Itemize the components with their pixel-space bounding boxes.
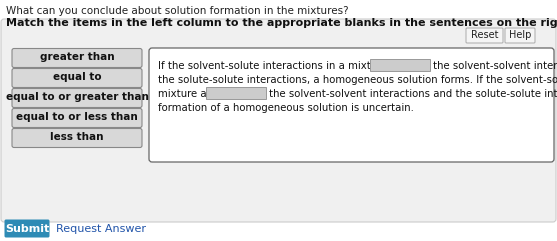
FancyBboxPatch shape <box>4 220 50 237</box>
Bar <box>206 87 266 99</box>
FancyBboxPatch shape <box>505 28 535 43</box>
Text: formation of a homogeneous solution is uncertain.: formation of a homogeneous solution is u… <box>158 103 414 113</box>
Text: the solute-solute interactions, a homogeneous solution forms. If the solvent-sol: the solute-solute interactions, a homoge… <box>158 75 557 85</box>
FancyBboxPatch shape <box>12 68 142 87</box>
Bar <box>370 59 430 71</box>
Text: Submit: Submit <box>5 223 49 234</box>
Text: mixture are: mixture are <box>158 89 217 99</box>
Text: equal to or less than: equal to or less than <box>16 113 138 122</box>
FancyBboxPatch shape <box>12 108 142 127</box>
FancyBboxPatch shape <box>1 19 556 222</box>
Text: the solvent-solvent interactions and: the solvent-solvent interactions and <box>433 61 557 71</box>
Text: the solvent-solvent interactions and the solute-solute interactions, the: the solvent-solvent interactions and the… <box>269 89 557 99</box>
Text: equal to or greater than: equal to or greater than <box>6 93 148 102</box>
Text: Reset: Reset <box>471 31 499 40</box>
FancyBboxPatch shape <box>12 128 142 147</box>
Text: Request Answer: Request Answer <box>56 223 146 234</box>
Text: What can you conclude about solution formation in the mixtures?: What can you conclude about solution for… <box>6 6 349 16</box>
FancyBboxPatch shape <box>149 48 554 162</box>
Text: If the solvent-solute interactions in a mixture are: If the solvent-solute interactions in a … <box>158 61 407 71</box>
Text: equal to: equal to <box>53 73 101 82</box>
Text: Match the items in the left column to the appropriate blanks in the sentences on: Match the items in the left column to th… <box>6 18 557 28</box>
FancyBboxPatch shape <box>12 88 142 107</box>
Text: greater than: greater than <box>40 53 114 62</box>
Text: less than: less than <box>50 133 104 142</box>
Text: Help: Help <box>509 31 531 40</box>
FancyBboxPatch shape <box>12 48 142 67</box>
FancyBboxPatch shape <box>466 28 503 43</box>
